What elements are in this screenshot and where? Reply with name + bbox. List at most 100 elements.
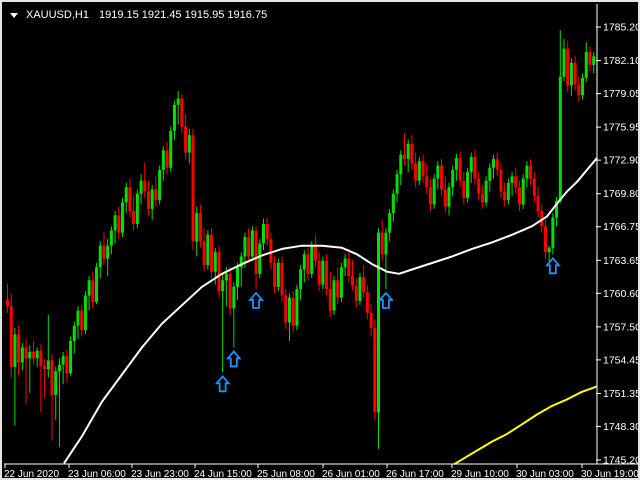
candle-up: [213, 252, 217, 272]
candle-down: [306, 254, 310, 274]
candle-down: [180, 98, 184, 127]
time-axis-label: 29 Jun 10:00: [451, 469, 509, 480]
time-axis-label: 24 Jun 15:00: [194, 469, 252, 480]
candle-down: [24, 347, 28, 359]
candle-down: [165, 150, 169, 168]
candle-up: [72, 325, 76, 341]
chart-symbol-period: XAUUSD,H1: [26, 9, 89, 21]
candle-down: [265, 224, 269, 240]
candle-up: [13, 334, 17, 367]
candle-down: [313, 245, 317, 261]
candle-up: [224, 273, 228, 281]
candle-up: [87, 280, 91, 296]
candle-up: [592, 56, 596, 65]
candle-down: [154, 189, 158, 201]
fast-ma-line: [63, 157, 598, 464]
candle-up: [406, 143, 410, 160]
buy-arrow-icon: [225, 350, 242, 368]
candle-up: [555, 201, 559, 218]
candle-up: [321, 260, 325, 285]
candle-down: [317, 260, 321, 285]
buy-arrow-icon: [544, 256, 561, 275]
candle-down: [247, 237, 251, 257]
time-axis-label: 22 Jun 2020: [4, 469, 59, 480]
candle-up: [391, 193, 395, 214]
price-axis-label: 1745.20: [603, 455, 640, 467]
candle-up: [243, 237, 247, 257]
candle-down: [217, 252, 221, 292]
candle-down: [191, 135, 195, 242]
candle-up: [35, 350, 39, 359]
candle-down: [536, 195, 540, 212]
candle-down: [573, 62, 577, 85]
candle-up: [377, 232, 380, 413]
candle-down: [198, 213, 202, 242]
candle-down: [128, 187, 132, 212]
candle-down: [566, 48, 570, 86]
candle-up: [581, 77, 585, 96]
candle-up: [206, 234, 210, 266]
candle-up: [176, 98, 180, 105]
candle-up: [432, 178, 436, 205]
candle-up: [521, 178, 525, 205]
candle-up: [124, 187, 128, 203]
candle-down: [473, 156, 477, 179]
candle-up: [113, 215, 117, 231]
candle-up: [395, 174, 399, 194]
candle-down: [80, 310, 84, 331]
candle-up: [562, 48, 566, 77]
candle-down: [210, 234, 214, 272]
candle-down: [17, 334, 21, 363]
candle-down: [132, 211, 136, 225]
candle-down: [362, 277, 366, 293]
candle-down: [462, 180, 466, 199]
candle-up: [54, 371, 58, 396]
candle-down: [328, 288, 332, 311]
candle-up: [98, 245, 102, 268]
candle-down: [458, 157, 462, 181]
candle-down: [365, 292, 369, 313]
price-axis-label: 1760.60: [603, 288, 640, 300]
time-axis-label: 23 Jun 23:00: [131, 469, 189, 480]
candle-down: [336, 280, 340, 298]
candle-down: [425, 176, 429, 188]
candle-down: [588, 51, 592, 65]
time-axis-label: 30 Jun 19:00: [581, 469, 639, 480]
candle-up: [510, 176, 514, 183]
candle-up: [187, 135, 191, 153]
candle-down: [380, 232, 384, 255]
candle-down: [351, 275, 355, 286]
candle-down: [540, 211, 544, 227]
candle-down: [228, 273, 232, 309]
candle-up: [46, 360, 50, 370]
candle-up: [436, 165, 440, 179]
candle-up: [466, 172, 470, 199]
chart-symbol-ohlc-overlay: XAUUSD,H1 1919.15 1921.45 1915.95 1916.7…: [10, 9, 267, 21]
candle-up: [250, 230, 254, 257]
candle-up: [83, 295, 87, 331]
candle-down: [6, 299, 9, 307]
buy-arrow-icon: [214, 374, 231, 393]
candle-up: [158, 169, 162, 201]
candle-up: [399, 154, 403, 175]
candle-down: [91, 280, 95, 302]
candle-up: [558, 76, 562, 202]
candle-down: [184, 126, 188, 153]
candle-down: [477, 178, 481, 194]
slow-ma-line: [453, 385, 598, 466]
price-axis-label: 1748.30: [603, 421, 640, 433]
chart-menu-triangle-icon[interactable]: [10, 12, 18, 18]
candle-up: [287, 297, 291, 323]
candle-up: [525, 165, 529, 179]
candle-up: [109, 230, 113, 246]
candle-up: [57, 364, 61, 372]
candle-down: [373, 327, 377, 413]
candle-down: [354, 285, 358, 301]
candle-up: [454, 157, 458, 170]
candle-up: [469, 156, 473, 173]
candle-down: [117, 215, 121, 233]
price-axis-label: 1766.75: [603, 221, 640, 233]
candle-up: [161, 150, 165, 170]
